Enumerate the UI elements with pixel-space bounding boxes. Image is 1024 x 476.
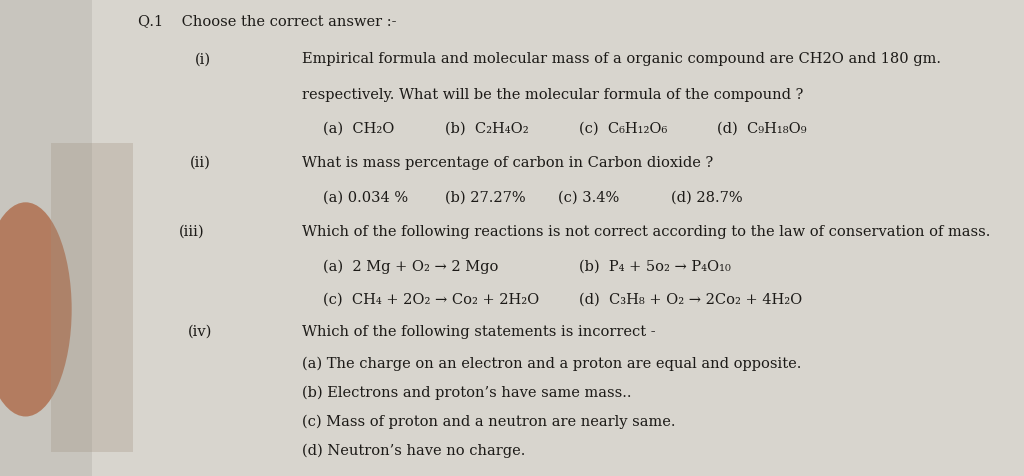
Text: Q.1    Choose the correct answer :-: Q.1 Choose the correct answer :- — [138, 14, 396, 28]
Text: (i): (i) — [195, 52, 211, 66]
Text: (a)  CH₂O: (a) CH₂O — [323, 121, 394, 135]
Text: (b) Electrons and proton’s have same mass..: (b) Electrons and proton’s have same mas… — [302, 386, 632, 400]
Text: (a) The charge on an electron and a proton are equal and opposite.: (a) The charge on an electron and a prot… — [302, 357, 802, 371]
Text: Empirical formula and molecular mass of a organic compound are CH2O and 180 gm.: Empirical formula and molecular mass of … — [302, 52, 941, 66]
Text: (iii): (iii) — [179, 225, 205, 239]
Text: (b) 27.27%: (b) 27.27% — [445, 190, 526, 204]
Text: (c) 3.4%: (c) 3.4% — [558, 190, 620, 204]
Text: (d)  C₉H₁₈O₉: (d) C₉H₁₈O₉ — [717, 121, 807, 135]
Text: (a) 0.034 %: (a) 0.034 % — [323, 190, 408, 204]
Text: respectively. What will be the molecular formula of the compound ?: respectively. What will be the molecular… — [302, 88, 804, 102]
Text: (b)  P₄ + 5o₂ → P₄O₁₀: (b) P₄ + 5o₂ → P₄O₁₀ — [579, 259, 730, 273]
Text: (ii): (ii) — [189, 156, 210, 170]
Text: (c)  C₆H₁₂O₆: (c) C₆H₁₂O₆ — [579, 121, 667, 135]
Text: (d) 28.7%: (d) 28.7% — [671, 190, 742, 204]
Text: (d)  C₃H₈ + O₂ → 2Co₂ + 4H₂O: (d) C₃H₈ + O₂ → 2Co₂ + 4H₂O — [579, 293, 802, 307]
Text: Which of the following reactions is not correct according to the law of conserva: Which of the following reactions is not … — [302, 225, 990, 239]
Text: (iv): (iv) — [187, 325, 212, 339]
Text: (a)  2 Mg + O₂ → 2 Mgo: (a) 2 Mg + O₂ → 2 Mgo — [323, 259, 498, 274]
Text: What is mass percentage of carbon in Carbon dioxide ?: What is mass percentage of carbon in Car… — [302, 156, 714, 170]
Text: (c) Mass of proton and a neutron are nearly same.: (c) Mass of proton and a neutron are nea… — [302, 414, 676, 428]
Bar — [51, 143, 133, 452]
Text: (b)  C₂H₄O₂: (b) C₂H₄O₂ — [445, 121, 529, 135]
Text: (d) Neutron’s have no charge.: (d) Neutron’s have no charge. — [302, 444, 525, 458]
Text: (c)  CH₄ + 2O₂ → Co₂ + 2H₂O: (c) CH₄ + 2O₂ → Co₂ + 2H₂O — [323, 293, 539, 307]
Ellipse shape — [0, 202, 72, 416]
Text: Which of the following statements is incorrect -: Which of the following statements is inc… — [302, 325, 655, 339]
